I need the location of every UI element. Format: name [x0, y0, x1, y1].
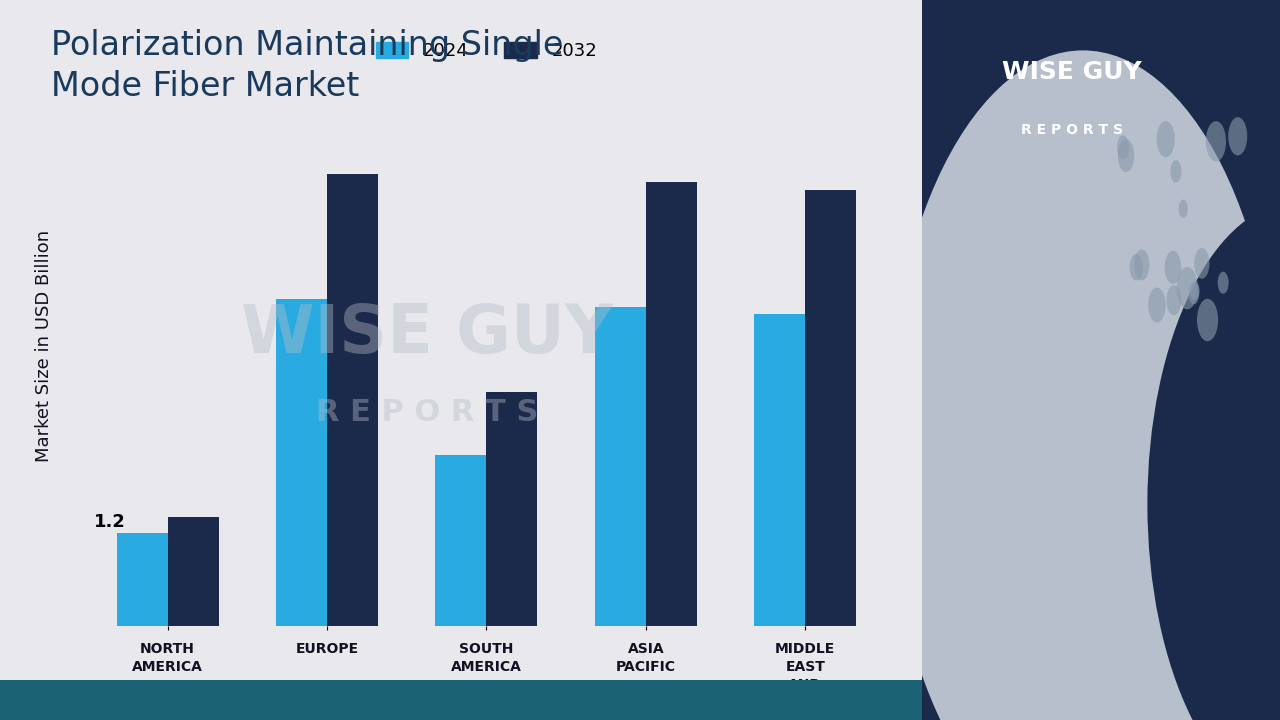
- Circle shape: [1117, 139, 1134, 172]
- Circle shape: [1134, 249, 1149, 280]
- Bar: [276, 299, 326, 626]
- Bar: [168, 517, 219, 626]
- Circle shape: [1157, 121, 1175, 157]
- Bar: [435, 455, 486, 626]
- Bar: [486, 392, 538, 626]
- Circle shape: [1147, 202, 1280, 720]
- Circle shape: [1197, 299, 1219, 341]
- Circle shape: [886, 50, 1280, 720]
- Bar: [754, 315, 805, 626]
- Circle shape: [1229, 117, 1247, 156]
- Text: WISE GUY: WISE GUY: [241, 302, 613, 367]
- Circle shape: [1166, 285, 1181, 315]
- Circle shape: [1129, 254, 1143, 281]
- Circle shape: [1176, 267, 1198, 310]
- Circle shape: [1217, 271, 1229, 294]
- Bar: [116, 533, 168, 626]
- Circle shape: [1148, 287, 1166, 323]
- Text: R E P O R T S: R E P O R T S: [1021, 122, 1123, 137]
- Circle shape: [1170, 160, 1181, 183]
- Circle shape: [1206, 121, 1226, 161]
- Bar: [646, 181, 696, 626]
- Text: Polarization Maintaining Single
Mode Fiber Market: Polarization Maintaining Single Mode Fib…: [51, 29, 563, 103]
- Bar: [595, 307, 646, 626]
- Circle shape: [1117, 135, 1129, 159]
- Circle shape: [1165, 251, 1181, 284]
- Text: WISE GUY: WISE GUY: [1002, 60, 1142, 84]
- Bar: [326, 174, 378, 626]
- Circle shape: [1194, 248, 1210, 279]
- Text: 1.2: 1.2: [95, 513, 127, 531]
- Circle shape: [1189, 283, 1199, 305]
- Circle shape: [1190, 282, 1199, 300]
- Legend: 2024, 2032: 2024, 2032: [369, 35, 604, 67]
- Y-axis label: Market Size in USD Billion: Market Size in USD Billion: [35, 230, 52, 462]
- Bar: [805, 189, 856, 626]
- Text: R E P O R T S: R E P O R T S: [316, 398, 539, 428]
- Circle shape: [1179, 199, 1188, 218]
